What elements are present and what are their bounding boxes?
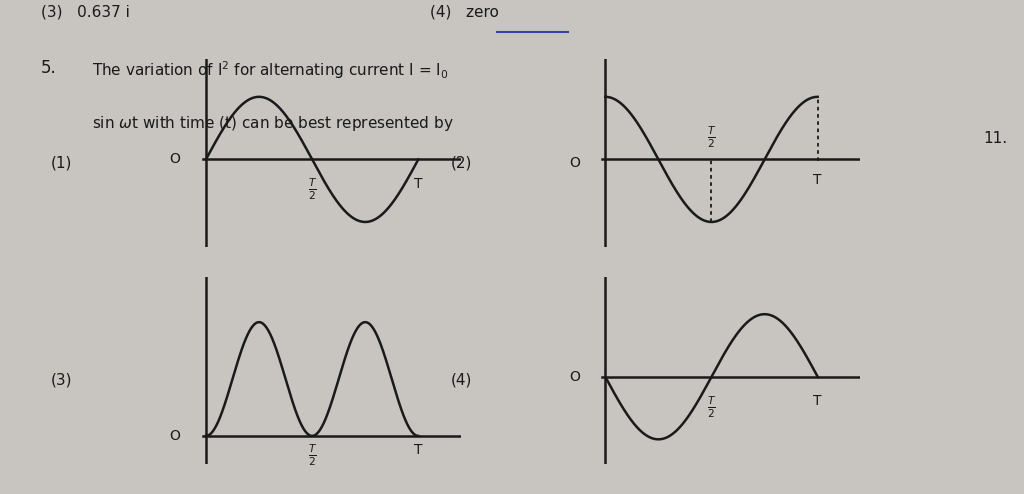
Text: (2): (2) <box>451 155 472 170</box>
Text: T: T <box>414 443 423 457</box>
Text: (3)   0.637 i: (3) 0.637 i <box>41 5 130 20</box>
Text: The variation of I$^2$ for alternating current I = I$_0$: The variation of I$^2$ for alternating c… <box>92 59 449 81</box>
Text: (3): (3) <box>51 372 73 387</box>
Text: $\frac{T}{2}$: $\frac{T}{2}$ <box>707 124 716 150</box>
Text: $\frac{T}{2}$: $\frac{T}{2}$ <box>307 177 316 203</box>
Text: $\frac{T}{2}$: $\frac{T}{2}$ <box>707 394 716 420</box>
Text: $\frac{T}{2}$: $\frac{T}{2}$ <box>307 443 316 468</box>
Text: O: O <box>170 429 180 443</box>
Text: (4): (4) <box>451 372 472 387</box>
Text: O: O <box>569 156 580 169</box>
Text: 11.: 11. <box>983 131 1008 146</box>
Text: T: T <box>813 394 822 408</box>
Text: (1): (1) <box>51 155 73 170</box>
Text: T: T <box>414 177 423 191</box>
Text: T: T <box>813 173 822 187</box>
Text: (4)   zero: (4) zero <box>430 5 499 20</box>
Text: sin $\omega$t with time (t) can be best represented by: sin $\omega$t with time (t) can be best … <box>92 114 454 132</box>
Text: O: O <box>569 370 580 384</box>
Text: O: O <box>170 152 180 166</box>
Text: 5.: 5. <box>41 59 56 77</box>
